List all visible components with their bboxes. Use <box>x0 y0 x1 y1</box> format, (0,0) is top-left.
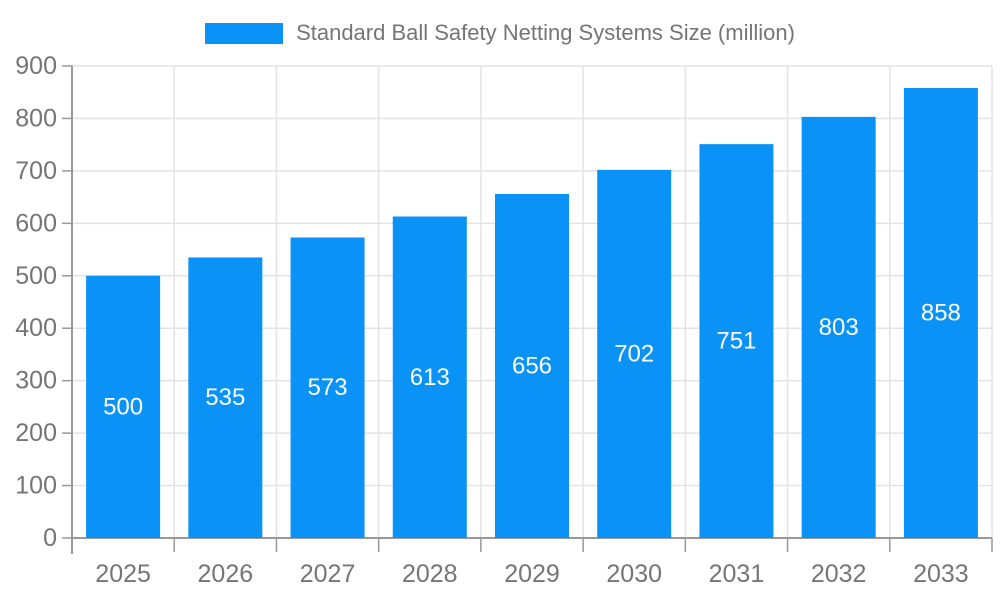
bar-value-label: 702 <box>614 340 654 367</box>
bar-2032[interactable] <box>801 116 876 539</box>
bar-value-label: 803 <box>819 314 859 341</box>
y-axis-label: 100 <box>15 472 57 500</box>
x-axis-label: 2031 <box>709 560 765 588</box>
legend[interactable]: Standard Ball Safety Netting Systems Siz… <box>0 20 1000 45</box>
bar-2030[interactable] <box>597 169 672 538</box>
bar-value-label: 500 <box>103 393 143 420</box>
x-axis-label: 2033 <box>913 560 969 588</box>
x-axis-label: 2027 <box>300 560 356 588</box>
bar-value-label: 858 <box>921 300 961 327</box>
y-axis-label: 0 <box>43 524 57 552</box>
bar-value-label: 573 <box>308 374 348 401</box>
x-axis-label: 2026 <box>198 560 254 588</box>
legend-label: Standard Ball Safety Netting Systems Siz… <box>296 20 795 45</box>
bar-2028[interactable] <box>392 216 467 538</box>
bar-2033[interactable] <box>903 88 978 538</box>
x-axis-label: 2032 <box>811 560 867 588</box>
x-axis-label: 2025 <box>95 560 151 588</box>
y-axis-label: 600 <box>15 209 57 237</box>
y-axis-label: 700 <box>15 157 57 185</box>
x-axis-label: 2028 <box>402 560 458 588</box>
y-axis-label: 500 <box>15 262 57 290</box>
bar-2027[interactable] <box>290 237 365 538</box>
bar-value-label: 656 <box>512 352 552 379</box>
legend-swatch[interactable] <box>205 22 284 44</box>
y-axis-label: 300 <box>15 367 57 395</box>
y-axis-label: 800 <box>15 104 57 132</box>
bar-2031[interactable] <box>699 144 774 539</box>
bar-value-label: 751 <box>716 328 756 355</box>
bar-value-label: 613 <box>410 364 450 391</box>
bar-2026[interactable] <box>188 257 263 538</box>
bar-value-label: 535 <box>205 384 245 411</box>
bar-2025[interactable] <box>86 275 161 538</box>
y-axis-label: 400 <box>15 314 57 342</box>
x-axis-label: 2029 <box>504 560 560 588</box>
y-axis-label: 900 <box>15 52 57 80</box>
x-axis-label: 2030 <box>606 560 662 588</box>
y-axis-label: 200 <box>15 419 57 447</box>
bar-2029[interactable] <box>495 193 569 538</box>
